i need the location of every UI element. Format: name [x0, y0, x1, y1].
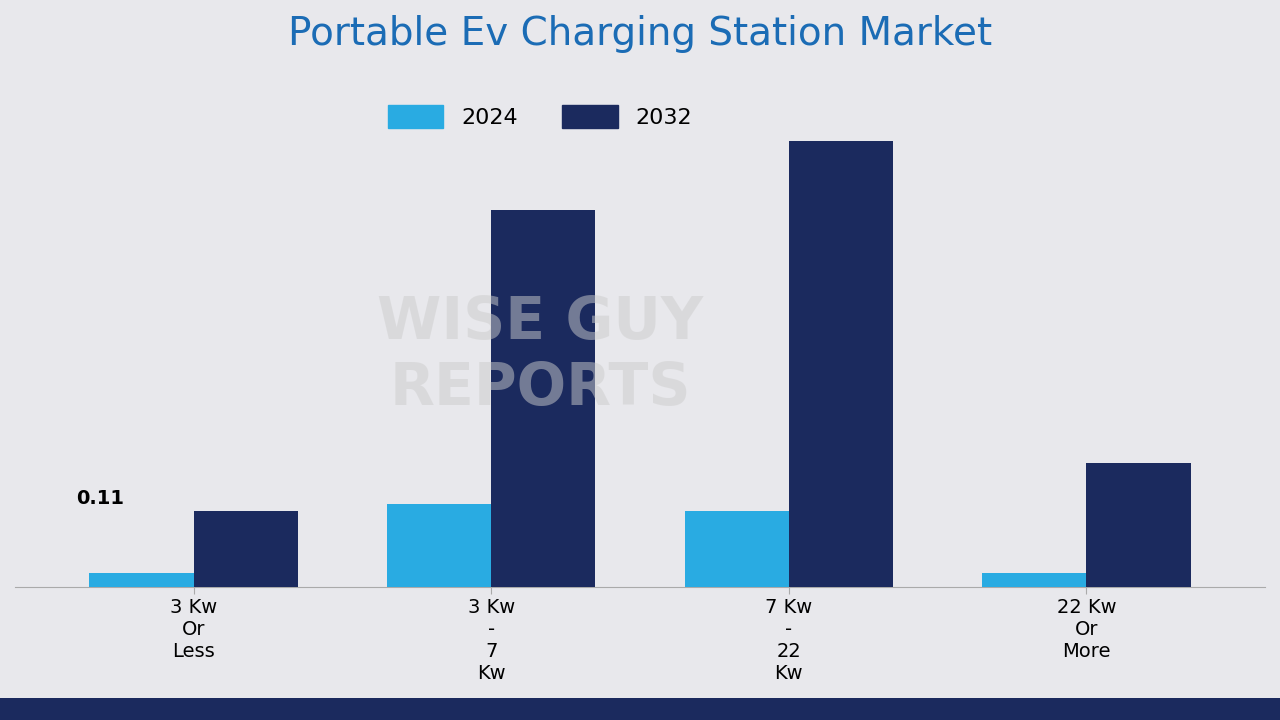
Bar — [193, 511, 298, 587]
Title: Portable Ev Charging Station Market: Portable Ev Charging Station Market — [288, 15, 992, 53]
Bar — [788, 141, 893, 587]
Text: 0.11: 0.11 — [76, 489, 124, 508]
Text: WISE GUY
REPORTS: WISE GUY REPORTS — [376, 294, 703, 417]
Bar — [492, 210, 595, 587]
Bar — [387, 505, 492, 587]
Bar — [1087, 463, 1190, 587]
Bar — [982, 573, 1087, 587]
Bar — [685, 511, 788, 587]
Legend: 2024, 2032: 2024, 2032 — [376, 94, 703, 139]
Bar — [90, 573, 193, 587]
